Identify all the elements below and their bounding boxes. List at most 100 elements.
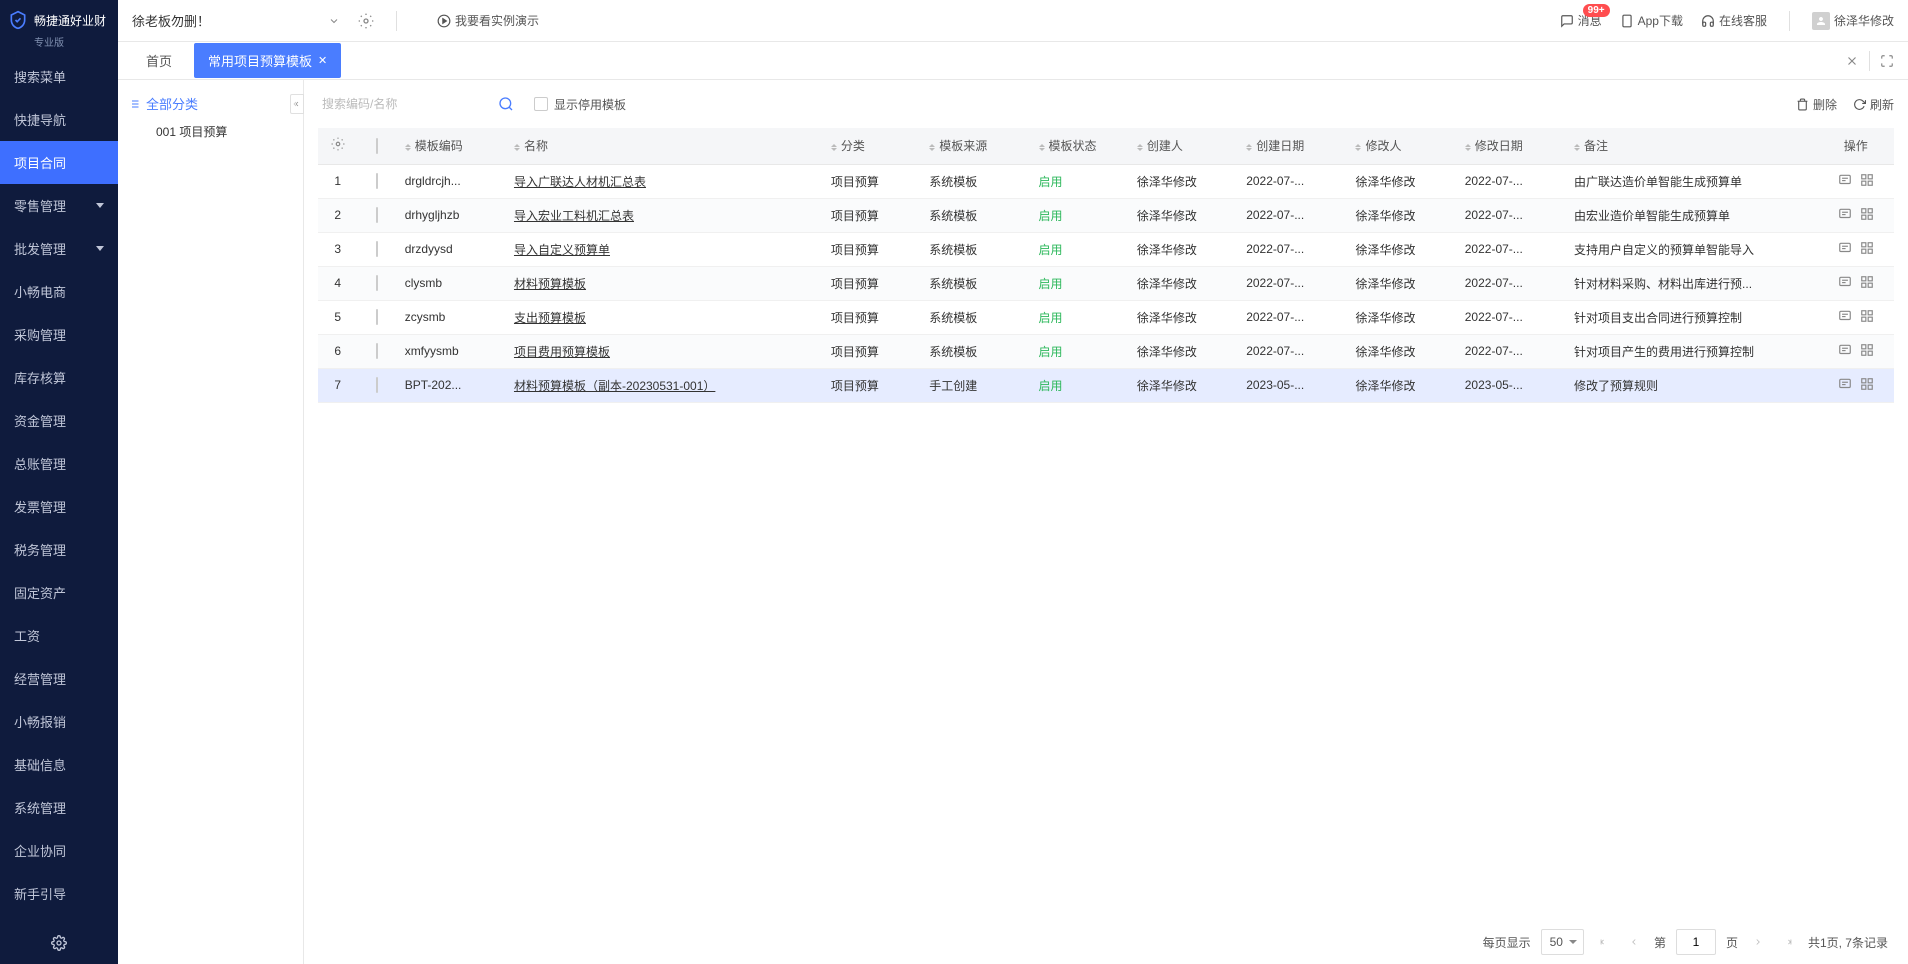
sidebar-item[interactable]: 项目合同 [0,141,118,184]
category-root[interactable]: 全部分类 [128,94,293,113]
sidebar-item[interactable]: 小畅电商 [0,270,118,313]
online-service-button[interactable]: 在线客服 [1701,12,1767,29]
col-create-date[interactable]: 创建日期 [1238,128,1347,164]
sidebar-item[interactable]: 搜索菜单 [0,55,118,98]
sidebar-item[interactable]: 采购管理 [0,313,118,356]
col-name[interactable]: 名称 [506,128,823,164]
sidebar-item[interactable]: 企业协同 [0,829,118,872]
app-download-button[interactable]: App下载 [1620,12,1683,29]
page-suffix: 页 [1726,934,1738,951]
row-checkbox[interactable] [357,300,396,334]
row-more-button[interactable] [1860,207,1874,224]
fullscreen-icon[interactable] [1880,54,1894,68]
row-checkbox[interactable] [357,164,396,198]
table-row[interactable]: 1drgldrcjh...导入广联达人材机汇总表项目预算系统模板启用徐泽华修改2… [318,164,1894,198]
row-checkbox[interactable] [357,198,396,232]
refresh-button[interactable]: 刷新 [1853,96,1894,113]
row-more-button[interactable] [1860,173,1874,190]
sidebar-item[interactable]: 资金管理 [0,399,118,442]
sidebar-item[interactable]: 发票管理 [0,485,118,528]
sidebar-item[interactable]: 系统管理 [0,786,118,829]
template-name-link[interactable]: 材料预算模板（副本-20230531-001） [514,379,715,393]
col-creator[interactable]: 创建人 [1129,128,1238,164]
template-name-link[interactable]: 导入广联达人材机汇总表 [514,175,646,189]
row-view-button[interactable] [1838,241,1852,258]
cell-modify-date: 2022-07-... [1457,232,1566,266]
last-page-button[interactable] [1778,932,1798,952]
sidebar-item[interactable]: 批发管理 [0,227,118,270]
show-disabled-checkbox[interactable]: 显示停用模板 [534,96,626,113]
row-checkbox[interactable] [357,368,396,402]
collapse-panel-button[interactable] [290,94,304,114]
row-more-button[interactable] [1860,377,1874,394]
sidebar-item[interactable]: 小畅报销 [0,700,118,743]
col-code[interactable]: 模板编码 [397,128,506,164]
next-page-button[interactable] [1748,932,1768,952]
tab[interactable]: 首页 [132,43,186,78]
row-view-button[interactable] [1838,207,1852,224]
table-row[interactable]: 7BPT-202...材料预算模板（副本-20230531-001）项目预算手工… [318,368,1894,402]
row-more-button[interactable] [1860,309,1874,326]
template-name-link[interactable]: 导入宏业工料机汇总表 [514,209,634,223]
row-checkbox[interactable] [357,232,396,266]
col-modifier[interactable]: 修改人 [1347,128,1456,164]
cell-remark: 针对项目支出合同进行预算控制 [1566,300,1817,334]
sidebar-item[interactable]: 固定资产 [0,571,118,614]
first-page-button[interactable] [1594,932,1614,952]
sidebar-settings[interactable] [0,925,118,964]
template-name-link[interactable]: 支出预算模板 [514,311,586,325]
prev-page-button[interactable] [1624,932,1644,952]
view-icon [1838,173,1852,187]
row-checkbox[interactable] [357,334,396,368]
row-view-button[interactable] [1838,343,1852,360]
col-category[interactable]: 分类 [823,128,921,164]
sidebar-item[interactable]: 新手引导 [0,872,118,915]
col-remark[interactable]: 备注 [1566,128,1817,164]
table-row[interactable]: 3drzdyysd导入自定义预算单项目预算系统模板启用徐泽华修改2022-07-… [318,232,1894,266]
cell-code: zcysmb [397,300,506,334]
row-checkbox[interactable] [357,266,396,300]
template-name-link[interactable]: 导入自定义预算单 [514,243,610,257]
user-menu[interactable]: 徐泽华修改 [1812,12,1894,30]
sidebar-item[interactable]: 工资 [0,614,118,657]
sidebar-item[interactable]: 快捷导航 [0,98,118,141]
demo-link[interactable]: 我要看实例演示 [437,12,539,29]
table-row[interactable]: 4clysmb材料预算模板项目预算系统模板启用徐泽华修改2022-07-...徐… [318,266,1894,300]
row-more-button[interactable] [1860,275,1874,292]
close-icon[interactable]: ✕ [318,54,327,67]
sidebar-item[interactable]: 基础信息 [0,743,118,786]
col-source[interactable]: 模板来源 [921,128,1030,164]
template-name-link[interactable]: 材料预算模板 [514,277,586,291]
row-view-button[interactable] [1838,173,1852,190]
column-settings[interactable] [318,128,357,164]
sidebar-item[interactable]: 税务管理 [0,528,118,571]
messages-button[interactable]: 消息 99+ [1560,12,1602,29]
row-more-button[interactable] [1860,241,1874,258]
row-view-button[interactable] [1838,309,1852,326]
row-view-button[interactable] [1838,377,1852,394]
search-icon[interactable] [498,96,514,112]
more-icon [1860,377,1874,391]
table-row[interactable]: 6xmfyysmb项目费用预算模板项目预算系统模板启用徐泽华修改2022-07-… [318,334,1894,368]
sidebar-item[interactable]: 总账管理 [0,442,118,485]
template-name-link[interactable]: 项目费用预算模板 [514,345,610,359]
tab[interactable]: 常用项目预算模板✕ [194,43,341,78]
col-modify-date[interactable]: 修改日期 [1457,128,1566,164]
sidebar-item[interactable]: 零售管理 [0,184,118,227]
select-all-checkbox[interactable] [357,128,396,164]
sidebar-item[interactable]: 经营管理 [0,657,118,700]
row-more-button[interactable] [1860,343,1874,360]
close-all-tabs-icon[interactable] [1845,54,1859,68]
row-view-button[interactable] [1838,275,1852,292]
page-size-select[interactable]: 50 [1541,929,1584,955]
table-row[interactable]: 2drhygljhzb导入宏业工料机汇总表项目预算系统模板启用徐泽华修改2022… [318,198,1894,232]
header-gear-icon[interactable] [358,13,374,29]
sidebar-item[interactable]: 库存核算 [0,356,118,399]
table-row[interactable]: 5zcysmb支出预算模板项目预算系统模板启用徐泽华修改2022-07-...徐… [318,300,1894,334]
announcement-dropdown-icon[interactable] [328,15,340,27]
col-status[interactable]: 模板状态 [1031,128,1129,164]
category-item[interactable]: 001 项目预算 [128,113,293,150]
page-number-input[interactable] [1676,929,1716,955]
search-input[interactable] [318,90,518,118]
delete-button[interactable]: 删除 [1796,96,1837,113]
